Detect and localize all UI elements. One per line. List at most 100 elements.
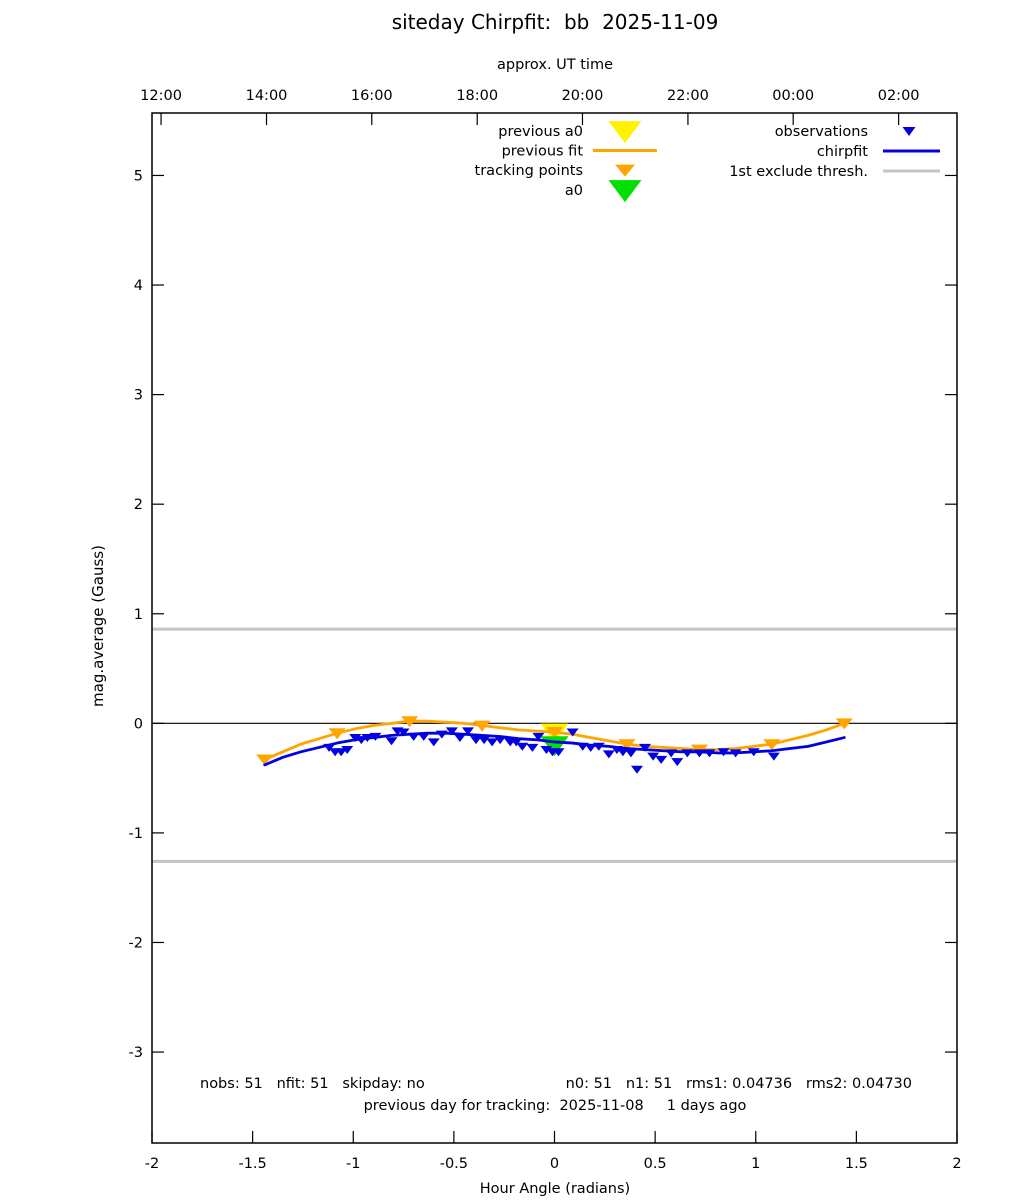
observations-marker (486, 738, 499, 747)
y-axis-title: mag.average (Gauss) (89, 545, 107, 707)
legend-label-1st-exclude-thresh-: 1st exclude thresh. (729, 164, 868, 180)
observations-marker (639, 743, 652, 752)
x-tick-label: 1 (751, 1156, 760, 1172)
y-tick-label: -2 (129, 935, 143, 951)
top-tick-label: 12:00 (140, 88, 182, 104)
top-tick-label: 18:00 (456, 88, 498, 104)
legend-marker-previous-a0 (608, 121, 642, 144)
x-tick-label: -2 (145, 1156, 159, 1172)
observations-marker (516, 742, 529, 751)
observations-marker (445, 727, 458, 736)
observations-marker (592, 742, 605, 751)
observations-marker (717, 748, 730, 757)
top-tick-label: 02:00 (878, 88, 920, 104)
top-tick-label: 00:00 (772, 88, 814, 104)
legend-marker-observations (902, 126, 916, 136)
observations-marker (470, 736, 483, 745)
tracking-points-marker (763, 739, 781, 751)
top-axis-title: approx. UT time (497, 57, 613, 73)
observations-marker (453, 733, 466, 742)
observations-marker (693, 749, 706, 758)
observations-marker (610, 746, 623, 755)
observations-marker (341, 746, 354, 755)
legend-label-previous-fit: previous fit (502, 144, 584, 160)
observations-marker (397, 728, 410, 737)
observations-marker (361, 733, 374, 742)
tracking-points-marker (401, 716, 419, 728)
observations-marker (526, 743, 539, 752)
y-tick-label: 4 (134, 278, 143, 294)
observations-marker (532, 732, 545, 741)
observations-marker (407, 732, 420, 741)
observations-marker (461, 727, 474, 736)
observations-marker (427, 738, 440, 747)
x-tick-label: 0.5 (644, 1156, 667, 1172)
observations-marker (681, 749, 694, 758)
stats-line-1: nobs: 51 nfit: 51 skipday: no n0: 51 n1:… (200, 1076, 912, 1092)
legend-label-chirpfit: chirpfit (817, 144, 868, 160)
tracking-points-marker (328, 728, 346, 740)
tracking-points-marker (256, 754, 274, 766)
tracking-points-marker (835, 718, 853, 730)
y-tick-label: -3 (129, 1045, 143, 1061)
legend-label-previous-a0: previous a0 (498, 124, 583, 140)
observations-marker (478, 736, 491, 745)
y-tick-label: 0 (134, 716, 143, 732)
chart-title: siteday Chirpfit: bb 2025-11-09 (391, 10, 719, 34)
observations-marker (510, 738, 523, 747)
top-tick-label: 22:00 (667, 88, 709, 104)
observations-marker (747, 748, 760, 757)
observations-marker (540, 746, 553, 755)
y-tick-label: -1 (129, 826, 143, 842)
y-tick-label: 1 (134, 607, 143, 623)
x-tick-label: -1 (346, 1156, 360, 1172)
observations-marker (655, 755, 668, 764)
legend-marker-a0 (608, 180, 642, 203)
x-tick-label: 2 (952, 1156, 961, 1172)
observations-marker (703, 749, 716, 758)
observations-marker (335, 748, 348, 757)
tracking-points-marker (473, 720, 491, 732)
observations-marker (566, 728, 579, 737)
observations-marker (729, 749, 742, 758)
x-tick-label: 0 (550, 1156, 559, 1172)
top-tick-label: 14:00 (246, 88, 288, 104)
observations-marker (584, 743, 597, 752)
observations-marker (417, 732, 430, 741)
legend-label-tracking-points: tracking points (475, 163, 583, 179)
observations-marker (671, 758, 684, 767)
y-tick-label: 2 (134, 497, 143, 513)
tracking-points-marker (546, 727, 563, 739)
observations-marker (369, 732, 382, 741)
observations-marker (385, 737, 398, 746)
observations-marker (665, 749, 678, 758)
x-tick-label: -0.5 (440, 1156, 468, 1172)
observations-marker (323, 743, 336, 752)
y-tick-label: 3 (134, 388, 143, 404)
top-tick-label: 16:00 (351, 88, 393, 104)
y-tick-label: 5 (134, 168, 143, 184)
x-tick-label: -1.5 (238, 1156, 266, 1172)
tracking-points-marker (618, 739, 636, 751)
stats-counts-left: nobs: 51 nfit: 51 skipday: no (200, 1076, 425, 1092)
observations-marker (767, 752, 780, 761)
stats-counts-right: n0: 51 n1: 51 rms1: 0.04736 rms2: 0.0473… (565, 1076, 912, 1092)
stats-line-2: previous day for tracking: 2025-11-08 1 … (363, 1098, 747, 1114)
x-axis-title: Hour Angle (radians) (479, 1181, 631, 1197)
observations-marker (647, 752, 660, 761)
legend-label-observations: observations (775, 124, 868, 140)
observations-marker (552, 748, 565, 757)
top-tick-label: 20:00 (562, 88, 604, 104)
observations-marker (631, 765, 644, 774)
observations-marker (494, 736, 507, 745)
legend-label-a0: a0 (565, 183, 583, 199)
observations-marker (435, 730, 448, 739)
x-tick-label: 1.5 (845, 1156, 868, 1172)
observations-marker (624, 749, 637, 758)
observations-marker (602, 750, 615, 759)
observations-marker (349, 733, 362, 742)
observations-marker (355, 736, 368, 745)
legend-marker-tracking-points (615, 164, 635, 177)
